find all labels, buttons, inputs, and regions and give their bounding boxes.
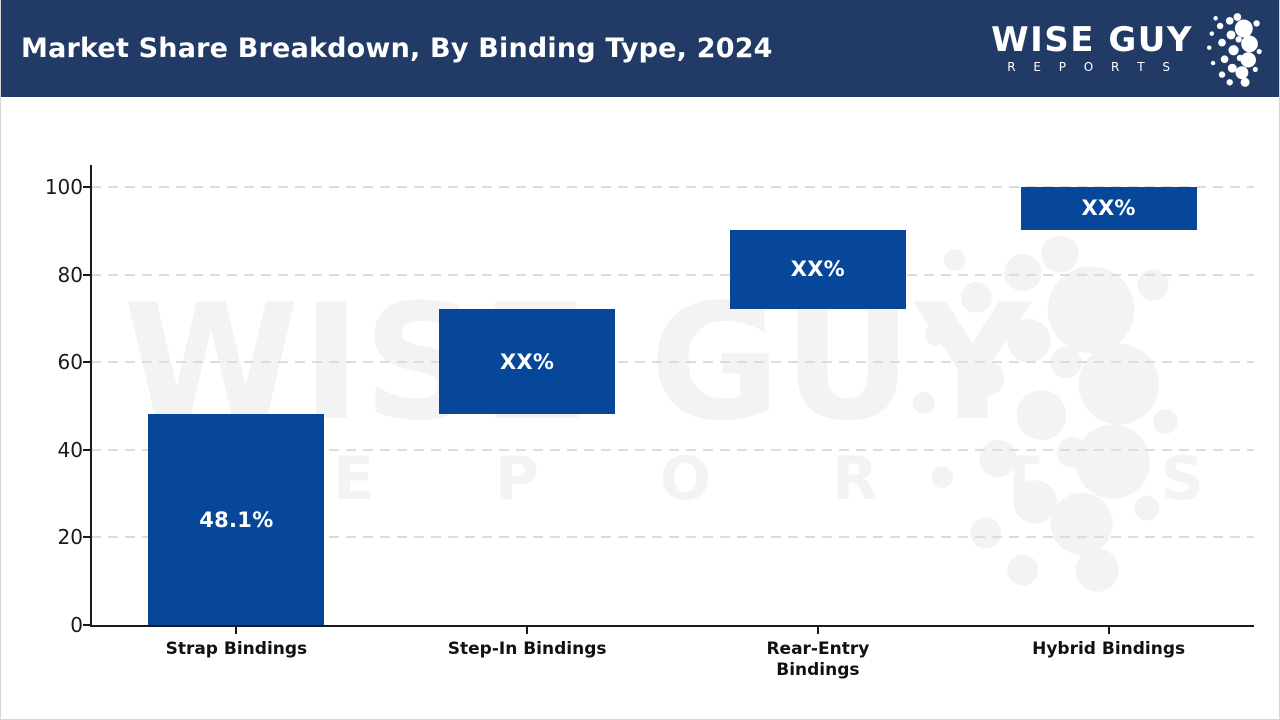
x-tick-mark-1 (235, 627, 238, 634)
x-category-label: Hybrid Bindings (1032, 639, 1186, 659)
bar-value-label: XX% (499, 349, 555, 374)
y-tick-label-100: 100 (44, 175, 83, 199)
dotted-head-icon (1207, 12, 1262, 87)
x-tick-mark-4 (1107, 627, 1110, 634)
wise-guy-reports-logo: WISE GUY R E P O R T S (991, 10, 1263, 88)
y-tick-label-20: 20 (57, 525, 83, 550)
x-category-label: Rear-Entry Bindings (766, 639, 870, 681)
y-tick-label-60: 60 (57, 350, 83, 375)
x-category-label: Step-In Bindings (447, 639, 607, 659)
chart-title: Market Share Breakdown, By Binding Type,… (21, 33, 773, 64)
y-tick-label-40: 40 (57, 437, 83, 462)
chart-area: WISE GUY R E P O R T S 0 20 40 60 80 100 48.1%… (1, 97, 1279, 719)
y-tick-mark-80 (83, 273, 91, 276)
bar-value-label: XX% (1081, 196, 1136, 221)
y-axis-line (90, 165, 92, 627)
watermark-dotted-head-icon (912, 235, 1178, 592)
y-tick-label-0: 0 (70, 613, 83, 637)
y-tick-label-80: 80 (57, 262, 83, 287)
x-tick-mark-2 (526, 627, 529, 634)
bar-rear-entry-bindings: XX% (729, 229, 906, 309)
logo-text: WISE GUY R E P O R T S (991, 23, 1193, 74)
watermark-subtext: R E P O R T S (166, 444, 1254, 514)
x-axis-line (90, 625, 1254, 627)
gridline-80 (91, 273, 1254, 276)
logo-wordmark: WISE GUY (991, 20, 1193, 60)
gridline-40 (91, 448, 1254, 451)
y-tick-mark-0 (83, 624, 91, 626)
y-tick-mark-60 (83, 361, 91, 364)
y-tick-mark-40 (83, 448, 91, 451)
y-tick-mark-20 (83, 536, 91, 539)
x-category-label: Strap Bindings (165, 639, 308, 659)
x-tick-mark-3 (816, 627, 819, 634)
header: Market Share Breakdown, By Binding Type,… (1, 0, 1279, 97)
y-tick-mark-100 (83, 186, 91, 188)
bar-hybrid-bindings: XX% (1020, 187, 1197, 230)
bar-value-label: 48.1% (199, 507, 274, 532)
bar-value-label: XX% (790, 257, 846, 282)
gridline-60 (91, 361, 1254, 364)
bar-strap-bindings: 48.1% (148, 414, 325, 625)
bar-step-in-bindings: XX% (439, 308, 616, 415)
gridline-100 (91, 186, 1254, 188)
logo-subtext: R E P O R T S (1007, 60, 1177, 74)
gridline-20 (91, 536, 1254, 539)
